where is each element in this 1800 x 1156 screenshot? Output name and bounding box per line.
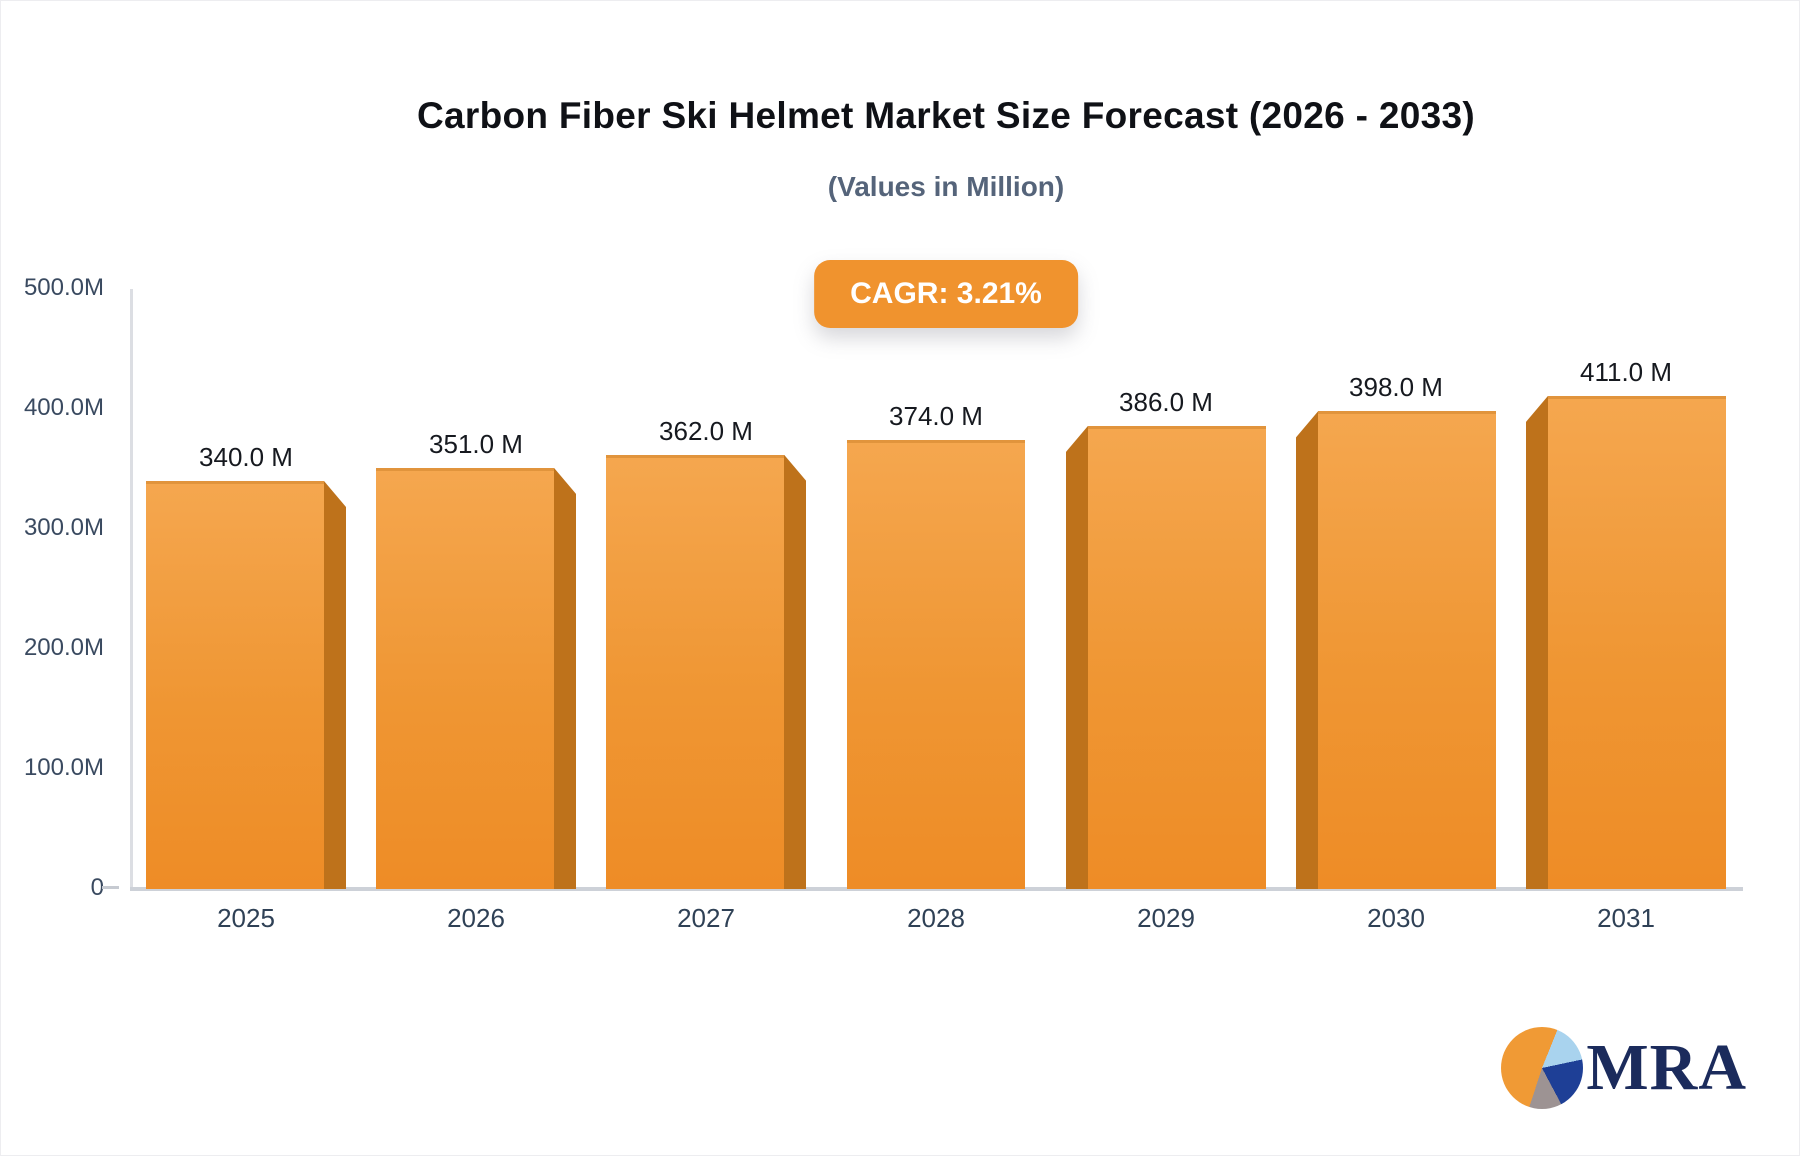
y-tick-label: 0 bbox=[90, 874, 104, 901]
bar-slot-2026: 351.0 M bbox=[361, 289, 591, 889]
bar-face bbox=[146, 481, 324, 889]
x-axis: 2025 2026 2027 2028 2029 2030 2031 bbox=[131, 903, 1741, 934]
plot-area: 340.0 M 351.0 M 362.0 M 374.0 M 386.0 M 398.0… bbox=[131, 289, 1741, 889]
bar-3d-side bbox=[1296, 411, 1318, 889]
x-tick-label: 2026 bbox=[447, 903, 505, 933]
x-tick-label: 2031 bbox=[1597, 903, 1655, 933]
bar-2025: 340.0 M bbox=[146, 442, 346, 889]
x-tick-label: 2030 bbox=[1367, 903, 1425, 933]
bar-value-label: 362.0 M bbox=[659, 415, 753, 446]
bar-slot-2029: 386.0 M bbox=[1051, 289, 1281, 889]
chart-title: Carbon Fiber Ski Helmet Market Size Fore… bbox=[417, 95, 1475, 136]
bar-face bbox=[1318, 411, 1496, 889]
logo-text: MRA bbox=[1586, 1031, 1747, 1104]
y-axis: 0 100.0M 200.0M 300.0M 400.0M 500.0M bbox=[1, 1, 119, 1155]
bar-face bbox=[1088, 425, 1266, 889]
bar-3d-side bbox=[784, 454, 806, 889]
y-tick-label: 200.0M bbox=[23, 634, 104, 661]
y-tick-label: 400.0M bbox=[23, 394, 104, 421]
bar-3d-side bbox=[1066, 425, 1088, 889]
bar-slot-2031: 411.0 M bbox=[1511, 289, 1741, 889]
bar-slot-2030: 398.0 M bbox=[1281, 289, 1511, 889]
y-tick-label: 300.0M bbox=[23, 514, 104, 541]
bar-2031: 411.0 M bbox=[1526, 357, 1726, 889]
bar-slot-2027: 362.0 M bbox=[591, 289, 821, 889]
bar-face bbox=[1548, 395, 1726, 889]
bar-face bbox=[376, 467, 554, 889]
chart-subtitle: (Values in Million) bbox=[827, 171, 1065, 202]
bar-2029: 386.0 M bbox=[1066, 387, 1266, 889]
bar-face bbox=[606, 454, 784, 889]
bar-value-label: 386.0 M bbox=[1119, 386, 1213, 417]
zero-tick-mark bbox=[102, 886, 119, 889]
bar-value-label: 340.0 M bbox=[199, 442, 293, 472]
bar-2027: 362.0 M bbox=[606, 416, 806, 889]
x-tick-label: 2029 bbox=[1137, 903, 1195, 933]
bar-value-label: 374.0 M bbox=[889, 401, 983, 432]
bar-2028: 374.0 M bbox=[847, 401, 1025, 889]
bar-face bbox=[847, 440, 1025, 889]
bar-value-label: 351.0 M bbox=[429, 428, 523, 459]
bar-value-label: 398.0 M bbox=[1349, 372, 1443, 403]
bar-slot-2025: 340.0 M bbox=[131, 289, 361, 889]
brand-logo: MRA bbox=[1501, 1027, 1747, 1109]
bar-2030: 398.0 M bbox=[1296, 372, 1496, 889]
bar-3d-side bbox=[1526, 395, 1548, 889]
y-tick-label: 500.0M bbox=[23, 274, 104, 301]
bar-3d-side bbox=[324, 481, 346, 889]
bar-3d-side bbox=[554, 467, 576, 889]
x-axis-line bbox=[130, 887, 1743, 891]
x-tick-label: 2027 bbox=[677, 903, 735, 933]
bar-2026: 351.0 M bbox=[376, 429, 576, 889]
bar-value-label: 411.0 M bbox=[1579, 356, 1673, 387]
pie-chart-logo-icon bbox=[1501, 1027, 1584, 1109]
y-tick-label: 100.0M bbox=[23, 754, 104, 781]
y-axis-line bbox=[130, 289, 133, 888]
bar-slot-2028: 374.0 M bbox=[821, 289, 1051, 889]
x-tick-label: 2025 bbox=[217, 903, 275, 933]
x-tick-label: 2028 bbox=[907, 903, 965, 933]
cagr-badge: CAGR: 3.21% bbox=[814, 260, 1078, 328]
